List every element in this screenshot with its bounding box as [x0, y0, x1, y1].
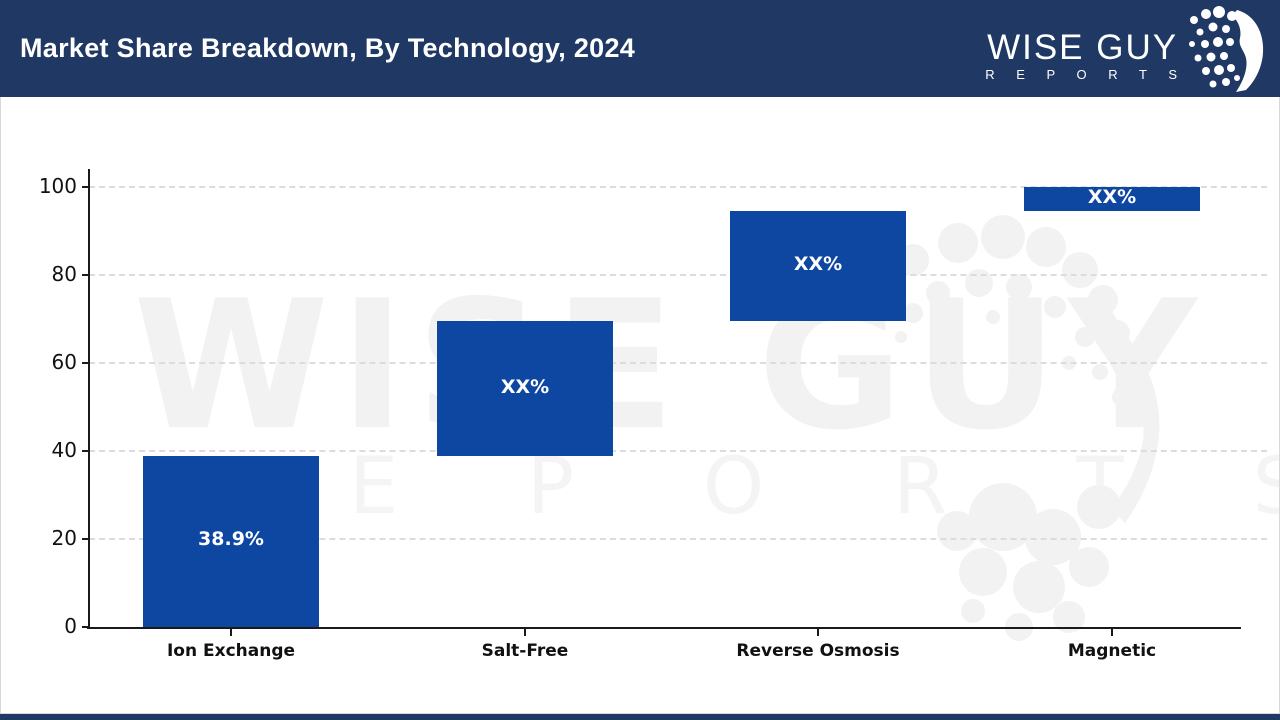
chart-area: WISE GUY R E P O R T S 02040608010038.9%…	[0, 97, 1280, 714]
y-tick-mark	[82, 186, 89, 188]
y-tick-mark	[82, 274, 89, 276]
grid-line	[89, 186, 1267, 188]
y-tick-label: 0	[64, 614, 77, 638]
x-tick-mark	[1111, 629, 1113, 636]
page-title: Market Share Breakdown, By Technology, 2…	[20, 33, 636, 63]
y-tick-label: 100	[38, 174, 77, 198]
y-tick-label: 20	[51, 526, 77, 550]
wiseguy-logo: WISE GUY R E P O R T S	[979, 4, 1266, 94]
x-tick-mark	[817, 629, 819, 636]
bar	[143, 455, 319, 627]
y-tick-label: 40	[51, 438, 77, 462]
grid-line	[89, 450, 1267, 452]
x-axis-line	[87, 627, 1241, 629]
x-category-label: Salt-Free	[481, 641, 569, 661]
y-axis-line	[88, 169, 90, 629]
logo-subtext: R E P O R T S	[985, 66, 1186, 82]
bar-value-label: 38.9%	[198, 528, 264, 551]
x-tick-mark	[524, 629, 526, 636]
y-tick-mark	[82, 538, 89, 540]
grid-line	[89, 274, 1267, 276]
bar-value-label: XX%	[793, 253, 843, 276]
logo-text: WISE GUY R E P O R T S	[979, 28, 1186, 82]
bar	[1024, 187, 1200, 212]
y-tick-label: 80	[51, 262, 77, 286]
x-tick-mark	[230, 629, 232, 636]
x-category-label: Ion Exchange	[166, 641, 296, 661]
footer-bar	[0, 714, 1280, 720]
bar	[437, 321, 613, 456]
watermark-face-icon	[881, 215, 1160, 641]
bar-value-label: XX%	[500, 375, 550, 398]
x-category-label: Reverse Osmosis	[736, 641, 900, 661]
y-tick-mark	[82, 626, 89, 628]
grid-line	[89, 362, 1267, 364]
bar	[730, 211, 906, 322]
grid-line	[89, 538, 1267, 540]
y-tick-mark	[82, 362, 89, 364]
y-tick-label: 60	[51, 350, 77, 374]
x-category-label: Magnetic	[1067, 641, 1157, 661]
header: Market Share Breakdown, By Technology, 2…	[0, 0, 1280, 97]
y-tick-mark	[82, 450, 89, 452]
logo-face-icon	[1189, 6, 1264, 92]
logo-wordmark: WISE GUY	[987, 28, 1179, 68]
bar-value-label: XX%	[1087, 186, 1137, 209]
